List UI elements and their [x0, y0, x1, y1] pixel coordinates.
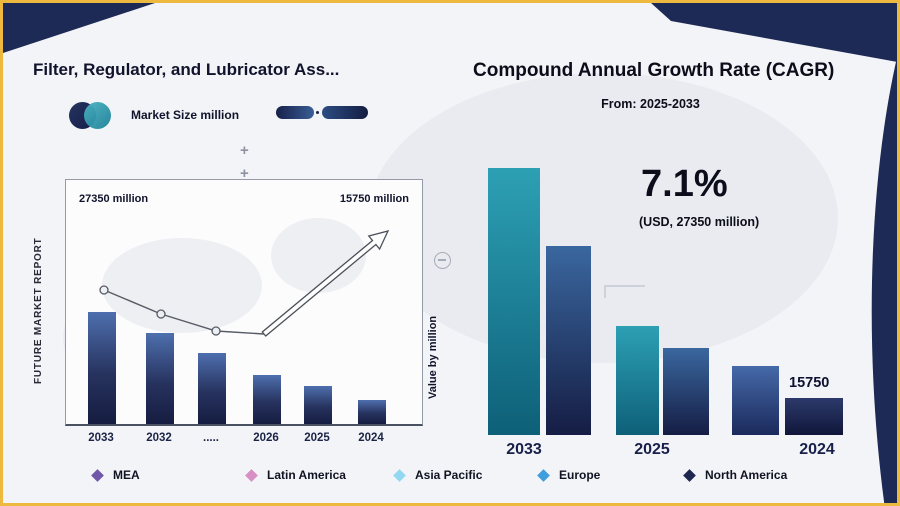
left-axis-label-2025: 2025 — [304, 432, 330, 444]
card-blob — [271, 218, 366, 293]
diamond-icon — [91, 468, 104, 482]
left-axis-label-2024: 2024 — [358, 432, 384, 444]
legend-label: Latin America — [267, 468, 346, 482]
step-decor — [604, 285, 645, 298]
diamond-icon — [537, 468, 550, 482]
left-axis-label-2026: 2026 — [253, 432, 279, 444]
cagr-bar-2 — [616, 326, 659, 435]
trend-line-arrow — [99, 230, 390, 337]
left-axis-label-2033: 2033 — [88, 432, 114, 444]
card-blob — [102, 238, 262, 333]
end-value-annotation: 15750 million — [339, 193, 409, 205]
cagr-axis-label-2033: 2033 — [506, 441, 542, 458]
plus-decor: + — [240, 142, 249, 159]
legend-label: MEA — [113, 468, 140, 482]
cagr-axis-label-2024: 2024 — [799, 441, 835, 458]
cagr-chart-bars — [3, 3, 897, 503]
legend-label: Europe — [559, 468, 601, 482]
market-size-bar-2025 — [304, 386, 332, 424]
legend-item-latin-america: Latin America — [245, 468, 346, 482]
pill-decor-left — [276, 106, 314, 119]
market-size-legend-label: Market Size million — [131, 108, 240, 122]
legend-label: Asia Pacific — [415, 468, 483, 482]
right-edge-band — [871, 57, 897, 503]
left-chart-title: Filter, Regulator, and Lubricator Ass... — [33, 60, 340, 79]
legend-label: North America — [705, 468, 788, 482]
start-value-annotation: 27350 million — [79, 193, 149, 205]
pill-separator-dot — [316, 111, 319, 114]
cagr-value: 7.1% — [641, 163, 728, 205]
cagr-axis-labels: 2033 2025 2024 — [3, 3, 897, 503]
cagr-bar-5 — [785, 398, 843, 435]
circle-line-decor — [434, 252, 451, 269]
cagr-note: (USD, 27350 million) — [639, 215, 760, 229]
regions-legend: MEA Latin America Asia Pacific Europe North … — [3, 3, 897, 503]
market-size-bar-2024 — [358, 400, 386, 424]
pill-decor-right — [322, 106, 368, 119]
diamond-icon — [393, 468, 406, 482]
market-size-legend: Market Size million — [69, 101, 239, 129]
market-size-bar-2032 — [146, 333, 174, 424]
plus-decor: + — [240, 165, 249, 182]
cagr-subtitle: From: 2025-2033 — [601, 97, 700, 111]
market-size-bar-2033 — [88, 312, 116, 424]
market-size-bar-..... — [198, 353, 226, 424]
left-axis-label-.....: ..... — [203, 432, 219, 444]
bg-blob — [368, 73, 838, 363]
cagr-axis-label-2025: 2025 — [634, 441, 670, 458]
cagr-bar-1 — [546, 246, 591, 435]
cagr-bar-0 — [488, 168, 540, 435]
cagr-bar-3 — [663, 348, 709, 435]
left-axis-labels: 2033 2032..... 2026 2025 2024 — [65, 432, 423, 448]
cagr-bar-4 — [732, 366, 779, 435]
corner-shape-top-left — [3, 3, 155, 53]
cagr-title: Compound Annual Growth Rate (CAGR) — [473, 60, 835, 81]
legend-item-north-america: North America — [683, 468, 788, 482]
coins-icon — [69, 101, 115, 129]
diamond-icon — [683, 468, 696, 482]
bar-data-label: 15750 — [789, 375, 830, 391]
corner-shape-top-right — [651, 3, 897, 62]
legend-item-asia-pacific: Asia Pacific — [393, 468, 483, 482]
left-axis-label-2032: 2032 — [146, 432, 172, 444]
market-size-chart-card: 27350 million 15750 million — [65, 179, 423, 426]
legend-item-europe: Europe — [537, 468, 601, 482]
diamond-icon — [245, 468, 258, 482]
market-size-bar-2026 — [253, 375, 281, 424]
legend-item-mea: MEA — [91, 468, 140, 482]
